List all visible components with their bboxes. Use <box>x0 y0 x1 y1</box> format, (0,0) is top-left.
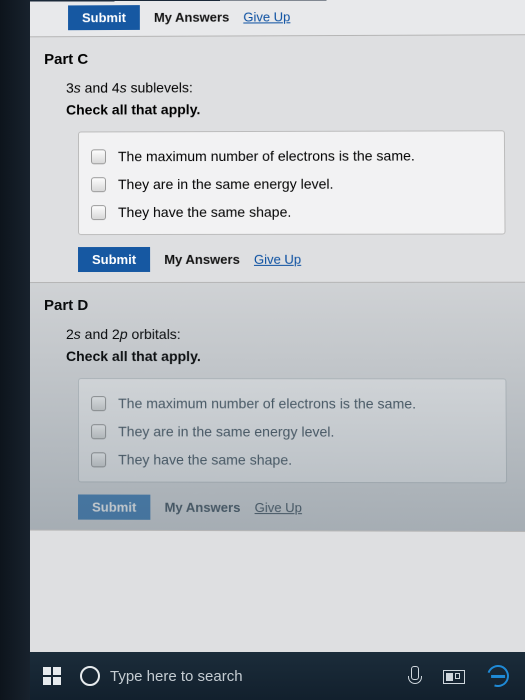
option-row[interactable]: The maximum number of electrons is the s… <box>91 389 493 418</box>
checkbox-icon[interactable] <box>91 205 106 220</box>
option-text: They are in the same energy level. <box>118 176 334 192</box>
checkbox-icon[interactable] <box>91 452 106 467</box>
checkbox-icon[interactable] <box>91 177 106 192</box>
part-d-actions: Submit My Answers Give Up <box>78 494 524 520</box>
part-c-section: Part C 3s and 4s sublevels: Check all th… <box>30 35 525 283</box>
taskbar-right <box>407 665 525 687</box>
my-answers-link[interactable]: My Answers <box>164 252 240 267</box>
q-text-italic: s <box>120 80 127 96</box>
submit-button[interactable]: Submit <box>78 247 150 272</box>
cortana-icon <box>80 666 100 686</box>
option-text: They have the same shape. <box>118 451 292 467</box>
start-button[interactable] <box>30 652 74 700</box>
monitor-bezel <box>0 0 30 700</box>
checkbox-icon[interactable] <box>91 396 106 411</box>
option-text: They have the same shape. <box>118 204 291 220</box>
q-text-italic: p <box>120 326 128 342</box>
search-placeholder: Type here to search <box>110 668 243 685</box>
part-d-instruction: Check all that apply. <box>66 348 523 364</box>
part-c-options: The maximum number of electrons is the s… <box>78 130 506 235</box>
give-up-link[interactable]: Give Up <box>243 9 290 24</box>
q-text-italic: s <box>74 326 81 342</box>
part-c-question: 3s and 4s sublevels: <box>66 78 521 96</box>
option-row[interactable]: They have the same shape. <box>91 197 492 226</box>
q-text: and 4 <box>81 80 120 96</box>
part-d-options: The maximum number of electrons is the s… <box>78 378 507 483</box>
top-action-bar: Submit My Answers Give Up <box>30 0 525 37</box>
my-answers-link[interactable]: My Answers <box>154 10 229 25</box>
q-text: 3 <box>66 80 74 96</box>
option-row[interactable]: The maximum number of electrons is the s… <box>91 141 492 170</box>
q-text: orbitals: <box>128 326 181 342</box>
give-up-link[interactable]: Give Up <box>255 500 302 515</box>
q-text-italic: s <box>74 80 81 96</box>
my-answers-link[interactable]: My Answers <box>164 500 240 515</box>
part-d-label: Part D <box>44 297 522 314</box>
part-c-label: Part C <box>44 49 521 68</box>
checkbox-icon[interactable] <box>91 149 106 164</box>
q-text: sublevels: <box>127 79 193 95</box>
q-text: and 2 <box>81 326 120 342</box>
submit-button[interactable]: Submit <box>68 5 140 30</box>
windows-taskbar: Type here to search <box>30 652 525 700</box>
windows-logo-icon <box>43 667 61 685</box>
edge-browser-icon[interactable] <box>483 661 512 690</box>
submit-button[interactable]: Submit <box>78 494 150 519</box>
option-text: The maximum number of electrons is the s… <box>118 148 415 165</box>
part-c-actions: Submit My Answers Give Up <box>78 247 522 272</box>
part-d-question: 2s and 2p orbitals: <box>66 326 522 342</box>
option-row[interactable]: They have the same shape. <box>91 445 494 474</box>
give-up-link[interactable]: Give Up <box>254 252 301 267</box>
option-text: They are in the same energy level. <box>118 423 334 439</box>
part-c-instruction: Check all that apply. <box>66 100 521 117</box>
checkbox-icon[interactable] <box>91 424 106 439</box>
q-text: 2 <box>66 326 74 342</box>
app-window: Submit My Answers Give Up Part C 3s and … <box>30 0 525 656</box>
option-row[interactable]: They are in the same energy level. <box>91 169 492 198</box>
taskbar-search[interactable]: Type here to search <box>74 656 324 696</box>
microphone-icon[interactable] <box>407 666 421 686</box>
part-d-section: Part D 2s and 2p orbitals: Check all tha… <box>30 283 525 532</box>
option-text: The maximum number of electrons is the s… <box>118 395 416 411</box>
task-view-icon[interactable] <box>443 668 465 684</box>
option-row[interactable]: They are in the same energy level. <box>91 417 494 446</box>
